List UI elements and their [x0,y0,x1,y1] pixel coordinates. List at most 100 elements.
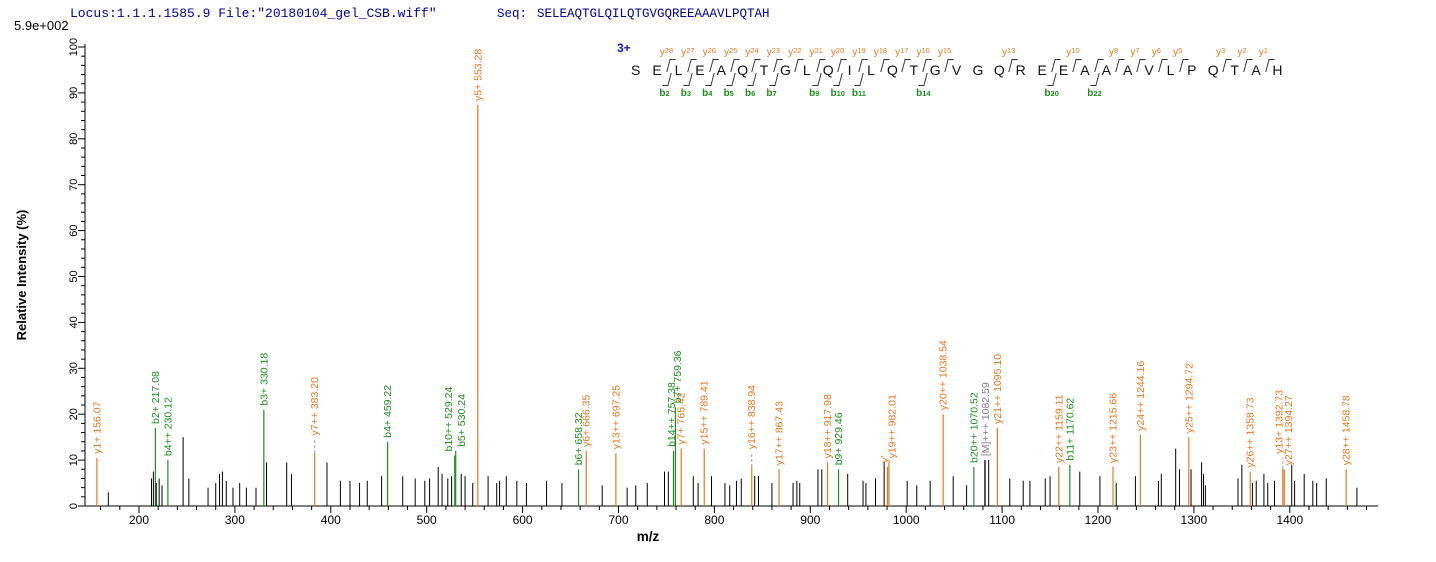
peak-label[interactable]: b10++ 529.24 [443,387,455,452]
b-ion-label: b6 [744,88,756,99]
peak-label[interactable]: y15++ 789.41 [699,380,711,444]
y-ion-label: y18 [873,46,888,58]
b-ion-label: b7 [766,88,777,99]
residue-cell: y5 P [1173,46,1202,102]
peak-label[interactable]: b4++ 230.12 [162,397,174,456]
residue-letter: G [972,62,984,78]
peak-label[interactable]: y26++ 1358.73 [1245,397,1257,467]
peak-label[interactable]: y17++ 867.43 [774,401,786,465]
max-intensity-label: 5.9e+002 [14,18,69,33]
b-ion-label: b5 [723,88,734,99]
peak-label[interactable]: y16++ 838.94 [746,385,758,449]
y-ion-label: y28 [659,46,674,58]
b-ion-label: b9 [809,88,820,99]
x-tick-label: 700 [608,513,628,527]
peak-label[interactable]: b9+ 929.46 [833,412,845,465]
peak-label[interactable]: b4+ 459.22 [382,385,394,438]
residue-letter: L [802,62,811,78]
residue-letter: Q [737,62,749,78]
peak-label[interactable]: y24++ 1244.16 [1135,361,1147,431]
x-tick-label: 1000 [893,513,920,527]
residue-cell: S [625,46,646,102]
y-axis-title: Relative Intensity (%) [14,210,29,341]
y-ion-label: y26 [702,46,716,58]
precursor-charge-label: 3+ [617,41,631,55]
peak-label[interactable]: y13+ 1392.73 [1273,390,1285,454]
peak-label[interactable]: b2+ 217.08 [150,371,162,424]
peak-label[interactable]: y19++ 982.01 [886,394,898,458]
peak-label[interactable]: y7+ 765.42 [676,392,688,444]
b-ion-label: b10 [830,88,845,99]
peak-label[interactable]: y23++ 1215.66 [1108,393,1120,463]
peak-label[interactable]: y18++ 917.98 [822,394,834,458]
peak-label[interactable]: [M]+++ 1082.59 [980,382,992,456]
residue-letter: P [1187,62,1197,78]
residue-letter: E [695,62,705,78]
y-tick-label: 30 [68,362,80,374]
peak-label[interactable]: b3+ 330.18 [258,353,270,406]
x-tick-label: 1100 [989,513,1015,527]
x-tick-label: 1400 [1276,513,1303,527]
peak-label[interactable]: y' [879,456,891,463]
residue-cell: y16 G [916,46,945,102]
residue-letter: T [909,62,919,78]
x-tick-label: 300 [225,513,245,527]
y-ion-label: y27 [681,46,695,58]
peak-label[interactable]: b6+ 658.32 [573,412,585,465]
peak-label[interactable]: b5+ 530.24 [456,394,468,447]
peak-label[interactable]: y13++ 697.25 [610,385,622,449]
peak-label[interactable]: y21++ 1095.10 [992,354,1004,424]
x-tick-label: 1200 [1085,513,1112,527]
y-ion-label: y24 [745,46,759,58]
residue-cell: y6 L [1152,46,1181,102]
y-ion-label: y7 [1130,46,1140,58]
residue-cell: y7 V [1130,46,1159,102]
peak-label[interactable]: b7+ 759.36 [672,350,684,403]
y-ion-label: y6 [1151,46,1161,58]
y-tick-label: 100 [68,38,80,56]
y-tick-label: 60 [68,224,80,236]
residue-letter: A [1123,62,1133,78]
residue-letter: A [1080,62,1090,78]
peak-label[interactable]: b11+ 1170.62 [1064,398,1076,461]
b-ion-label: b11 [851,88,866,99]
peak-label[interactable]: y20++ 1038.54 [938,340,950,410]
peak-label[interactable]: y7++ 383.20 [309,377,321,436]
peak-label[interactable]: y22++ 1159.11 [1053,394,1065,463]
x-tick-label: 800 [704,513,724,527]
residue-cell: E [1051,46,1074,102]
x-tick-label: 400 [321,513,341,527]
residue-cell: G [967,46,988,102]
y-ion-label: y22 [788,46,802,58]
y-ion-label: y20 [830,46,845,58]
residue-letter: Q [1207,62,1219,78]
peak-label[interactable]: b20++ 1070.52 [968,392,980,463]
residue-letter: A [716,62,726,78]
peak-label[interactable]: y6+ 666.35 [581,395,593,447]
y-ion-label: y5 [1173,46,1183,58]
peak-label[interactable]: y1+ 156.07 [91,401,103,453]
seq-value: SELEAQTGLQILQTGVGQREEAAAVLPQTAH [537,7,770,21]
b-ion-label: b4 [702,88,713,99]
b-ion-label: b2 [659,88,670,99]
y-ion-label: y19 [852,46,866,58]
residue-cell: Q [989,46,1010,102]
peak-label[interactable]: y28++ 1458.78 [1341,395,1353,465]
peak-label[interactable]: y25++ 1294.72 [1183,363,1195,433]
residue-cell: y8 A [1109,46,1138,102]
x-tick-label: 200 [129,513,149,527]
y-ion-label: y23 [766,46,781,58]
peak-label[interactable]: y5+ 553.28 [472,49,484,101]
residue-letter: E [1037,62,1047,78]
residue-letter: E [1058,62,1069,78]
b-ion-label: b20 [1044,88,1059,99]
y-tick-label: 10 [68,454,80,466]
peak-label[interactable]: y27++ 1394.27 [1283,395,1295,465]
